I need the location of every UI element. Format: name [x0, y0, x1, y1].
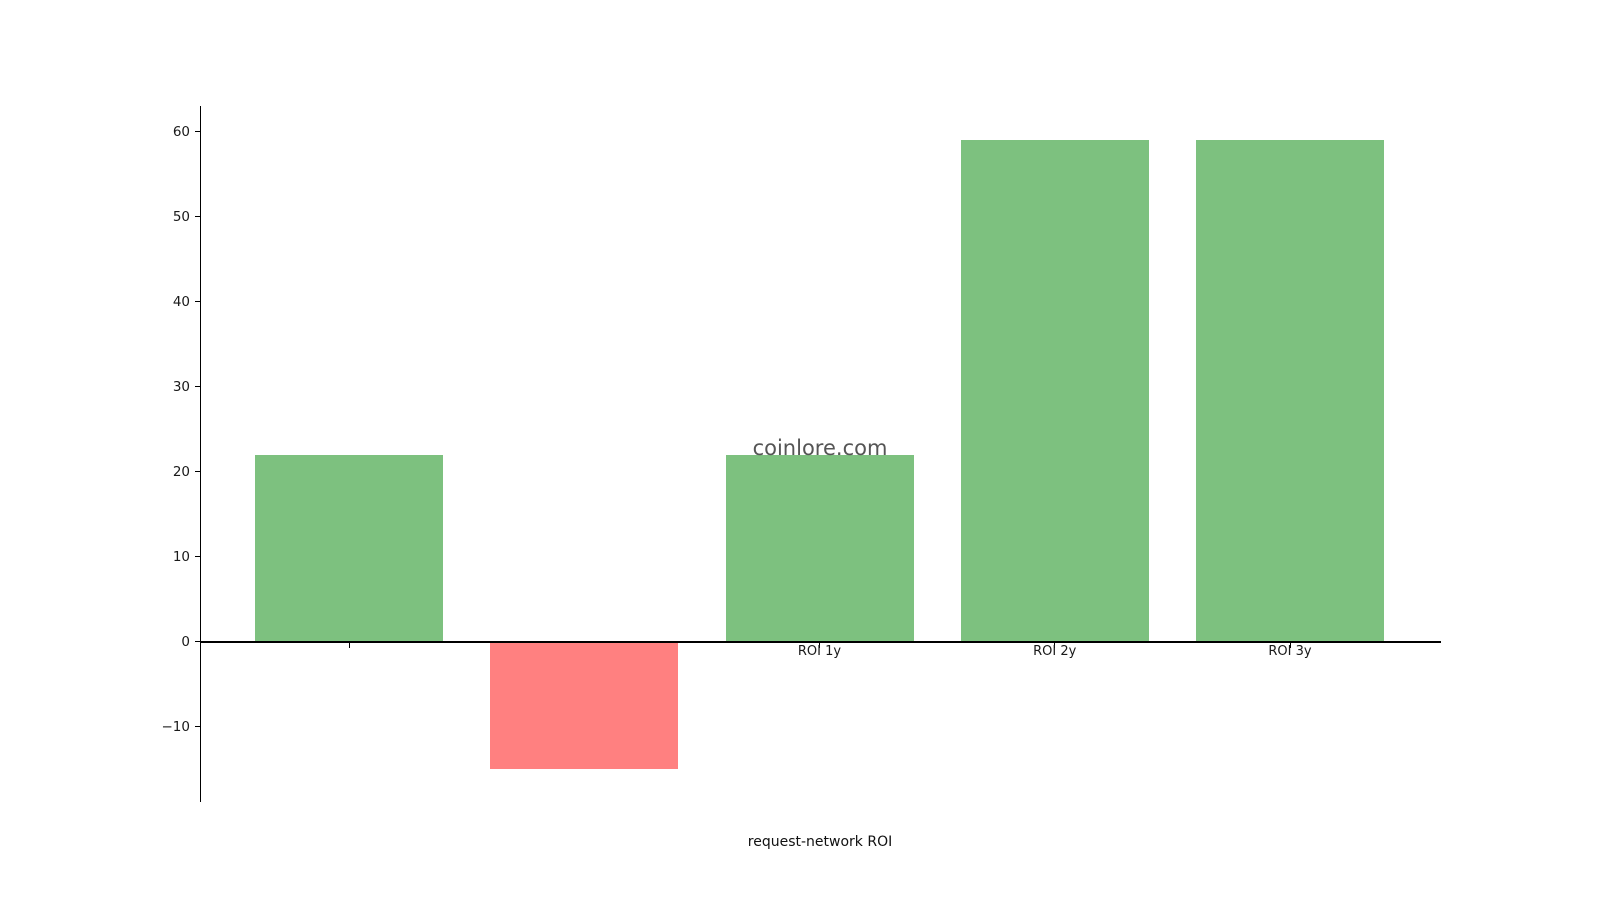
- x-axis-line: [201, 641, 1441, 643]
- x-axis-label-roi-1y: ROI 1y: [797, 643, 842, 659]
- x-axis-label-roi-2y: ROI 2y: [1033, 643, 1077, 659]
- y-axis-tick-label: 20: [172, 463, 190, 480]
- y-axis-tick: [195, 131, 201, 133]
- y-axis-tick-label: 40: [172, 293, 190, 310]
- x-axis-tick: [1289, 641, 1291, 648]
- bar-roi-2y: [960, 140, 1149, 642]
- x-axis-tick: [819, 641, 820, 648]
- y-axis-tick: [195, 556, 201, 558]
- bar-roi-1y: [725, 454, 914, 642]
- y-axis-tick: [195, 386, 201, 388]
- y-axis-tick-label: 60: [172, 123, 190, 140]
- x-axis-tick: [348, 641, 350, 648]
- y-axis-tick: [195, 641, 201, 643]
- y-axis-tick-label: 30: [172, 378, 190, 395]
- bar-col-2: [490, 641, 679, 770]
- y-axis-tick-label: 50: [172, 208, 190, 225]
- y-axis-tick: [195, 471, 201, 473]
- x-axis-label-roi-3y: ROI 3y: [1268, 643, 1312, 659]
- y-axis-tick: [195, 726, 201, 728]
- y-axis-tick: [195, 301, 201, 303]
- y-axis-tick-label: 10: [172, 548, 190, 565]
- y-axis-tick-label: 0: [181, 633, 190, 650]
- bar-col-1: [255, 454, 443, 642]
- y-axis-spine: [199, 106, 201, 802]
- y-axis-tick-label: −10: [161, 718, 191, 735]
- y-axis-tick: [195, 216, 201, 218]
- bar-roi-3y: [1196, 140, 1384, 642]
- x-axis-tick: [1054, 641, 1056, 648]
- watermark-text: coinlore.com: [752, 436, 888, 460]
- chart-title: request-network ROI: [747, 834, 893, 850]
